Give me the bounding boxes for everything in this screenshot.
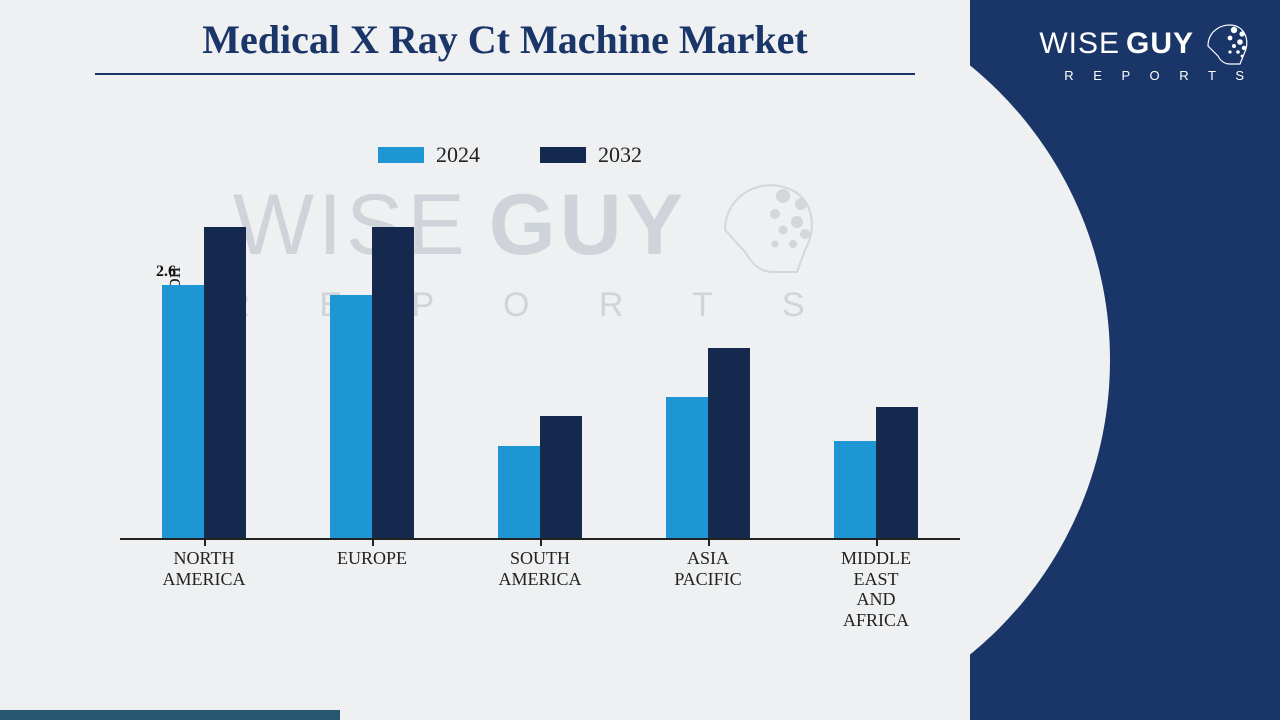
bar	[834, 441, 876, 538]
bar-group	[834, 407, 918, 538]
x-axis-label: SOUTHAMERICA	[480, 542, 600, 630]
bar-groups: 2.6	[120, 190, 960, 538]
legend-swatch-2024	[378, 147, 424, 163]
plot-area: 2.6	[120, 190, 960, 540]
x-axis-label: MIDDLEEASTANDAFRICA	[816, 542, 936, 630]
legend-swatch-2032	[540, 147, 586, 163]
bar	[666, 397, 708, 538]
bar-group	[498, 416, 582, 538]
brand-logo: WISE GUY R E P O R T S	[1039, 18, 1252, 83]
page-root: WISE GUY R E P O R T S Medical X Ray Ct …	[0, 0, 1280, 720]
brand-subtext: R E P O R T S	[1039, 68, 1252, 83]
legend-label-2032: 2032	[598, 142, 642, 168]
bar-value-label: 2.6	[156, 263, 176, 281]
bar-group	[330, 227, 414, 538]
bar	[498, 446, 540, 538]
legend-item-2024: 2024	[378, 142, 480, 168]
bar	[162, 285, 204, 538]
x-axis-label: NORTHAMERICA	[144, 542, 264, 630]
brand-head-icon	[1200, 18, 1252, 70]
legend-item-2032: 2032	[540, 142, 642, 168]
bar-group	[666, 348, 750, 538]
brand-word-2: GUY	[1126, 27, 1194, 61]
bar	[540, 416, 582, 538]
chart-area: Market Size in USD Billion 2024 2032 2.6…	[60, 150, 960, 630]
x-axis-label: ASIAPACIFIC	[648, 542, 768, 630]
bar	[708, 348, 750, 538]
title-underline	[95, 73, 915, 75]
bar	[876, 407, 918, 538]
title-container: Medical X Ray Ct Machine Market	[60, 16, 950, 75]
bottom-accent-bar	[0, 710, 340, 720]
bar	[204, 227, 246, 538]
chart-legend: 2024 2032	[60, 142, 960, 168]
brand-word-1: WISE	[1039, 27, 1120, 61]
chart-title: Medical X Ray Ct Machine Market	[60, 16, 950, 63]
x-axis-labels: NORTHAMERICA EUROPE SOUTHAMERICA ASIAPACIFI…	[120, 542, 960, 630]
x-axis-label: EUROPE	[312, 542, 432, 630]
bar	[330, 295, 372, 538]
legend-label-2024: 2024	[436, 142, 480, 168]
bar-group: 2.6	[162, 227, 246, 538]
bar	[372, 227, 414, 538]
